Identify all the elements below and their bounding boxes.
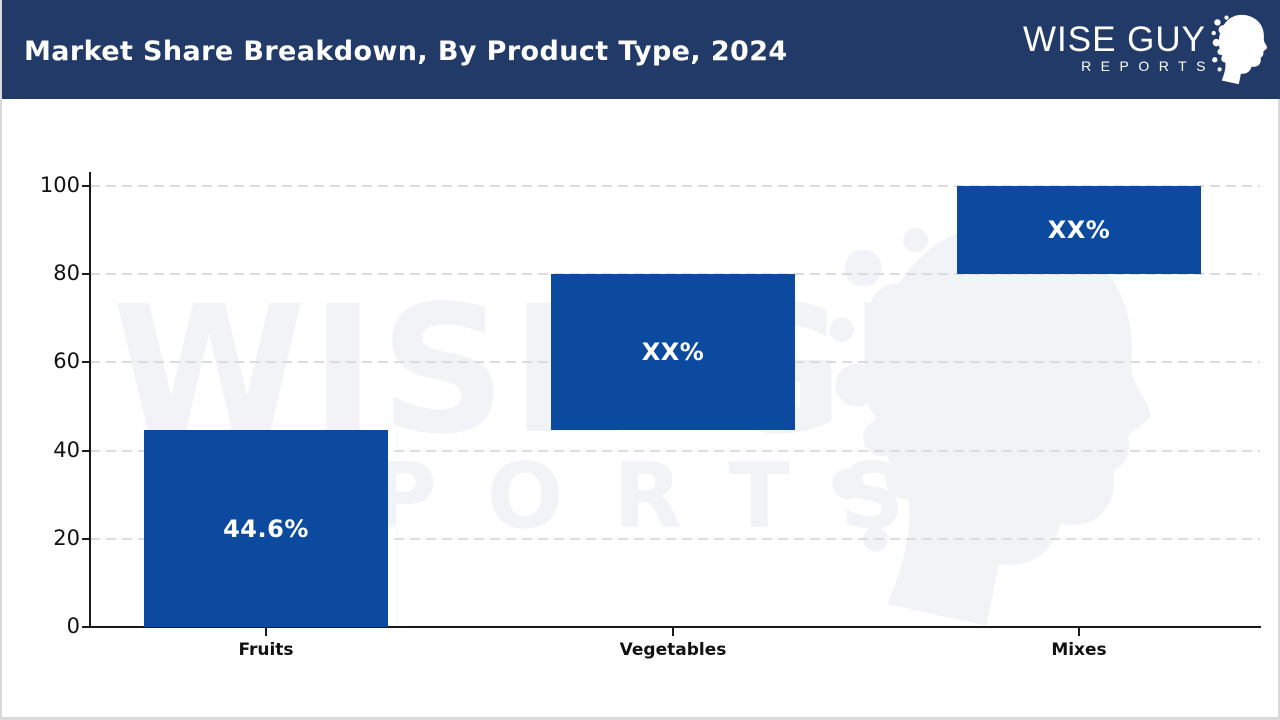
wise-guy-logo: WISE GUY REPORTS xyxy=(1023,8,1274,88)
x-tick-mark xyxy=(672,628,674,636)
bar-value-label: XX% xyxy=(641,338,705,367)
y-tick-mark xyxy=(82,537,90,540)
y-tick-label: 60 xyxy=(53,349,80,374)
y-tick-mark xyxy=(82,626,90,628)
gridline-20 xyxy=(90,537,1260,540)
y-tick-mark xyxy=(82,185,90,187)
gridline-100 xyxy=(90,185,1260,187)
x-axis-label-vegetables: Vegetables xyxy=(619,640,727,660)
logo-reports-text: REPORTS xyxy=(1081,58,1215,75)
y-tick-label: 0 xyxy=(66,614,80,638)
bar-mixes: XX% xyxy=(957,186,1201,275)
y-tick-label: 40 xyxy=(53,437,80,462)
y-axis-line xyxy=(89,172,91,628)
bar-value-label: XX% xyxy=(1047,216,1111,245)
y-tick-mark xyxy=(82,273,90,276)
header-bar: Market Share Breakdown, By Product Type,… xyxy=(2,0,1280,99)
bar-vegetables: XX% xyxy=(551,274,795,431)
y-tick-label: 100 xyxy=(39,173,80,197)
y-tick-label: 80 xyxy=(53,261,80,286)
chart-title: Market Share Breakdown, By Product Type,… xyxy=(24,36,788,67)
logo-text: WISE GUY REPORTS xyxy=(1022,19,1206,75)
logo-wise-guy-text: WISE GUY xyxy=(1022,19,1206,59)
bar-fruits: 44.6% xyxy=(144,430,388,627)
gridline-40 xyxy=(90,449,1260,452)
x-axis-label-mixes: Mixes xyxy=(1051,640,1107,660)
y-tick-label: 20 xyxy=(53,525,80,550)
x-axis-label-fruits: Fruits xyxy=(238,640,294,660)
y-tick-mark xyxy=(82,449,90,452)
y-tick-mark xyxy=(82,361,90,364)
x-tick-mark xyxy=(1078,628,1080,636)
x-tick-mark xyxy=(265,628,267,636)
x-axis-line xyxy=(89,626,1261,628)
logo-head-icon xyxy=(1211,14,1268,85)
bar-value-label: 44.6% xyxy=(223,514,309,543)
